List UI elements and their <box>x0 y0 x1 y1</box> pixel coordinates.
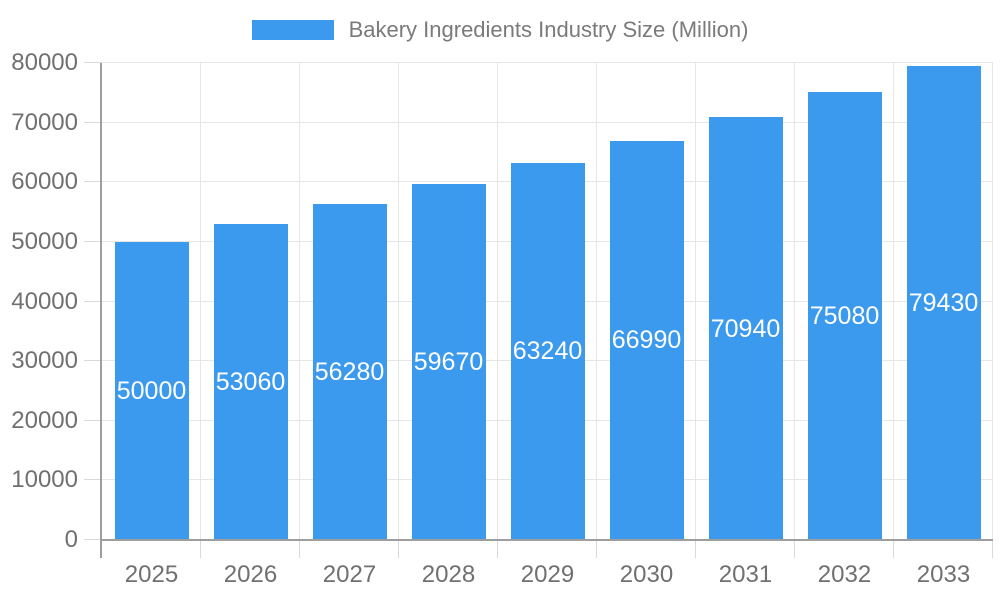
y-axis-tick <box>84 419 102 421</box>
y-axis-line <box>100 63 102 558</box>
bar-value-label: 56280 <box>314 358 385 387</box>
x-axis-line <box>102 539 993 541</box>
y-tick-label: 40000 <box>11 287 78 315</box>
bar[interactable] <box>708 117 783 540</box>
y-tick-label: 10000 <box>11 466 78 494</box>
bar-value-label: 66990 <box>611 326 682 355</box>
bar-value-label: 50000 <box>116 376 187 405</box>
x-tick-label: 2026 <box>223 561 278 588</box>
x-gridline <box>992 63 993 540</box>
y-axis-tick <box>84 121 102 123</box>
chart-legend[interactable]: Bakery Ingredients Industry Size (Millio… <box>0 16 1000 44</box>
bar-value-label: 53060 <box>215 367 286 396</box>
y-tick-label: 0 <box>64 526 78 553</box>
bar[interactable] <box>411 184 486 540</box>
y-gridline <box>102 121 993 123</box>
x-tick-label: 2028 <box>421 561 476 588</box>
y-tick-label: 60000 <box>11 168 78 196</box>
y-tick-label: 30000 <box>11 347 78 375</box>
x-axis-tick <box>695 540 696 558</box>
x-gridline <box>794 63 795 540</box>
y-tick-label: 70000 <box>11 108 78 136</box>
bar[interactable] <box>312 204 387 540</box>
bar[interactable] <box>906 66 981 540</box>
bar-value-label: 70940 <box>710 314 781 343</box>
x-gridline <box>695 63 696 540</box>
x-gridline <box>200 63 201 540</box>
x-axis-tick <box>893 540 894 558</box>
x-axis-tick <box>299 540 300 558</box>
bar[interactable] <box>213 223 288 540</box>
y-tick-label: 80000 <box>11 49 78 76</box>
y-axis-tick <box>84 539 102 540</box>
y-tick-label: 20000 <box>11 406 78 434</box>
y-tick-label: 50000 <box>11 227 78 255</box>
bar[interactable] <box>807 92 882 540</box>
x-tick-label: 2029 <box>520 561 575 588</box>
bar[interactable] <box>114 241 189 540</box>
bar-value-label: 63240 <box>512 337 583 366</box>
bar[interactable] <box>609 140 684 540</box>
x-axis-tick <box>794 540 795 558</box>
x-gridline <box>497 63 498 540</box>
x-gridline <box>299 63 300 540</box>
bar-value-label: 79430 <box>908 289 979 318</box>
x-axis-tick <box>200 540 201 558</box>
y-axis-tick <box>84 181 102 183</box>
x-tick-label: 2027 <box>322 561 377 588</box>
x-tick-label: 2030 <box>619 561 674 588</box>
bar-value-label: 59670 <box>413 348 484 377</box>
y-axis-tick <box>84 62 102 63</box>
y-axis-tick <box>84 240 102 242</box>
legend-swatch <box>251 20 334 40</box>
x-tick-label: 2032 <box>817 561 872 588</box>
x-axis-tick <box>398 540 399 558</box>
x-gridline <box>398 63 399 540</box>
x-gridline <box>596 63 597 540</box>
y-axis-tick <box>84 479 102 481</box>
y-axis-tick <box>84 360 102 362</box>
x-gridline <box>893 63 894 540</box>
x-tick-label: 2033 <box>916 561 971 588</box>
legend-label: Bakery Ingredients Industry Size (Millio… <box>348 17 749 42</box>
y-axis-tick <box>84 300 102 302</box>
x-tick-label: 2025 <box>124 561 179 588</box>
y-gridline <box>102 62 993 63</box>
bar[interactable] <box>510 162 585 540</box>
x-tick-label: 2031 <box>718 561 773 588</box>
bar-value-label: 75080 <box>809 302 880 331</box>
x-axis-tick <box>992 540 993 558</box>
x-axis-tick <box>497 540 498 558</box>
x-axis-tick <box>596 540 597 558</box>
